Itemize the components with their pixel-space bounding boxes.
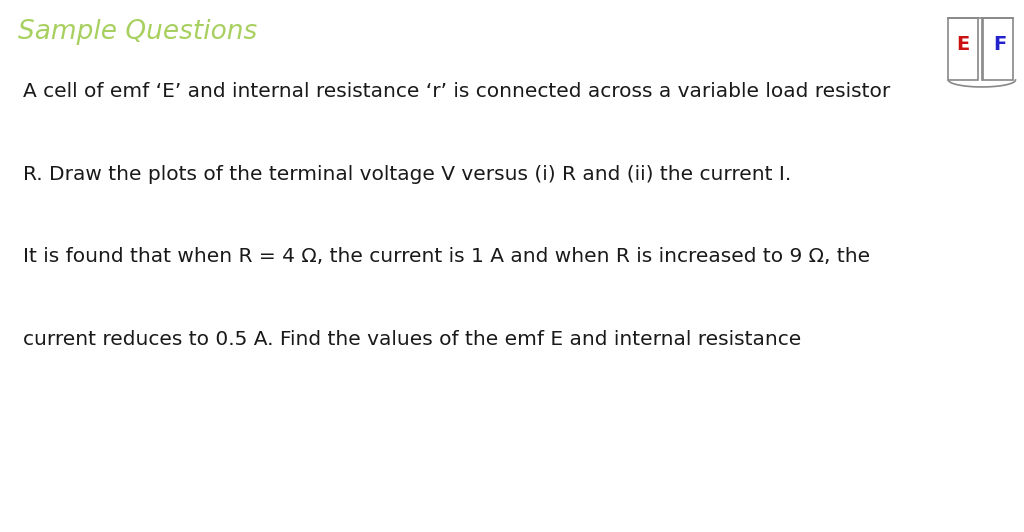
FancyBboxPatch shape bbox=[948, 19, 978, 80]
FancyBboxPatch shape bbox=[983, 19, 1013, 80]
Text: F: F bbox=[993, 35, 1007, 54]
Text: current reduces to 0.5 A. Find the values of the emf E and internal resistance: current reduces to 0.5 A. Find the value… bbox=[23, 330, 801, 349]
Text: A cell of emf ‘E’ and internal resistance ‘r’ is connected across a variable loa: A cell of emf ‘E’ and internal resistanc… bbox=[23, 82, 890, 102]
Text: E: E bbox=[956, 35, 970, 54]
Text: R. Draw the plots of the terminal voltage V versus (i) R and (ii) the current I.: R. Draw the plots of the terminal voltag… bbox=[23, 165, 791, 184]
Text: It is found that when R = 4 Ω, the current is 1 A and when R is increased to 9 Ω: It is found that when R = 4 Ω, the curre… bbox=[23, 247, 869, 267]
Text: Sample Questions: Sample Questions bbox=[18, 19, 258, 45]
